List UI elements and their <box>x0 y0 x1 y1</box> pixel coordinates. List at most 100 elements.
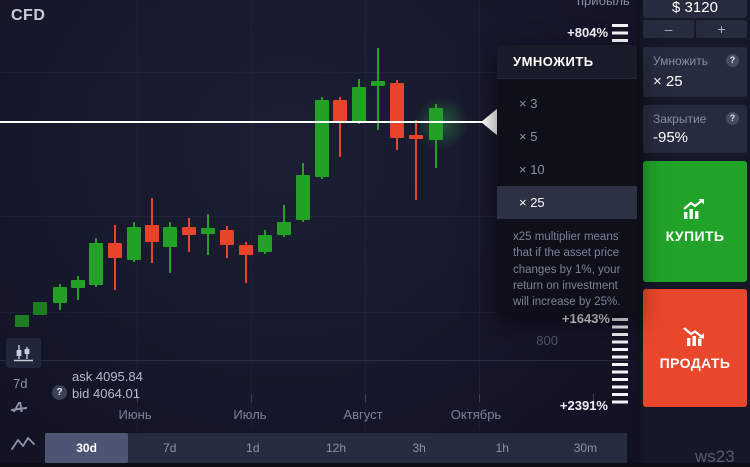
profit-scale-ruler <box>612 318 628 408</box>
timeframe-30m[interactable]: 30m <box>573 441 598 455</box>
gridline-vertical <box>479 0 480 430</box>
candle-body <box>163 227 177 247</box>
axis-tick <box>593 394 594 402</box>
multiplier-dropdown-title: УМНОЖИТЬ <box>497 45 637 79</box>
trend-down-icon <box>683 326 704 346</box>
trade-sidebar: $ 3120 – + Умножить ? × 25 Закрытие ? -9… <box>637 0 750 467</box>
profit-percent-bottom: +2391% <box>559 398 608 413</box>
multiplier-option[interactable]: × 10 <box>519 162 545 177</box>
axis-tick <box>479 394 480 402</box>
investment-amount-field[interactable]: $ 3120 <box>643 0 747 18</box>
candle-wick <box>169 222 171 273</box>
candle-body <box>145 225 159 242</box>
gridline-vertical <box>137 0 138 430</box>
multiplier-dropdown: УМНОЖИТЬ × 3 × 5 × 10 × 25 x25 multiplier m… <box>497 45 637 313</box>
candle-body <box>220 230 234 245</box>
bid-label: bid <box>72 386 90 401</box>
candle-body <box>429 108 443 140</box>
ask-row: ask 4095.84 <box>72 368 143 385</box>
candle-wick <box>207 214 209 255</box>
profit-scale-ruler <box>612 24 628 46</box>
candle-wick <box>188 218 190 252</box>
ask-value: 4095.84 <box>95 369 143 384</box>
candle-body <box>33 302 47 315</box>
candle-body <box>258 235 272 252</box>
candle-body <box>127 227 141 260</box>
candlestick-layer <box>15 48 443 327</box>
question-icon[interactable]: ? <box>726 54 739 67</box>
timeframe-3h[interactable]: 3h <box>412 441 426 455</box>
gridline-vertical <box>365 0 366 430</box>
timeframe-bar: 30d 7d 1d 12h 3h 1h 30m <box>45 433 627 463</box>
month-label: Август <box>343 407 383 422</box>
month-label: Октябрь <box>450 407 502 422</box>
candle-body <box>315 100 329 177</box>
candle-body <box>108 243 122 258</box>
bid-row: bid 4064.01 <box>72 385 143 402</box>
candle-body <box>371 81 385 86</box>
candle-body <box>352 87 366 122</box>
watermark: ws23 <box>695 447 735 466</box>
sell-button[interactable]: ПРОДАТЬ <box>643 289 747 407</box>
candle-body <box>182 227 196 235</box>
chart-type-button[interactable] <box>6 338 41 368</box>
drawing-tool-button[interactable]: A <box>13 399 24 416</box>
multiplier-options-list: × 3 × 5 × 10 × 25 <box>497 79 637 219</box>
candle-body <box>409 135 423 139</box>
candle-body <box>390 83 404 138</box>
timeframe-7d[interactable]: 7d <box>163 441 177 455</box>
axis-tick <box>137 394 138 402</box>
timeframe-12h[interactable]: 12h <box>325 441 346 455</box>
amount-decrease-button[interactable]: – <box>643 20 694 38</box>
auto-close-field[interactable]: Закрытие ? -95% <box>643 105 747 153</box>
question-icon[interactable]: ? <box>726 112 739 125</box>
multiplier-field[interactable]: Умножить ? × 25 <box>643 47 747 97</box>
candle-body <box>71 280 85 288</box>
bid-value: 4064.01 <box>92 386 140 401</box>
amount-increase-button[interactable]: + <box>696 20 747 38</box>
gridline-horizontal <box>0 72 630 73</box>
multiplier-option[interactable]: × 5 <box>519 129 538 144</box>
month-label: Июль <box>233 407 267 422</box>
current-price-line <box>0 121 482 123</box>
candle-body <box>89 243 103 285</box>
multiplier-option[interactable]: × 25 <box>497 186 637 219</box>
line-chart-icon <box>11 437 35 450</box>
instrument-title: CFD <box>11 7 46 24</box>
gridline-vertical <box>251 0 252 430</box>
candle-wick <box>377 48 379 130</box>
candle-wick <box>245 242 247 283</box>
candle-wick <box>415 120 417 200</box>
candle-body <box>239 245 253 255</box>
buy-button-label: КУПИТЬ <box>665 228 725 244</box>
multiplier-value: × 25 <box>653 73 683 90</box>
candle-body <box>333 100 347 122</box>
bottom-divider <box>0 463 750 467</box>
help-icon[interactable]: ? <box>52 385 67 400</box>
axis-tick <box>365 394 366 402</box>
month-label: Июнь <box>118 407 152 422</box>
price-axis-label: 800 <box>536 333 558 348</box>
candle-body <box>201 228 215 234</box>
candle-wick <box>339 97 341 157</box>
profit-axis-label: прибыль <box>577 0 630 8</box>
range-7d-button[interactable]: 7d <box>13 376 28 391</box>
gridline-horizontal <box>0 216 630 217</box>
timeframe-30d[interactable]: 30d <box>45 433 129 463</box>
multiplier-option[interactable]: × 3 <box>519 96 538 111</box>
timeframe-1h[interactable]: 1h <box>495 441 509 455</box>
buy-button[interactable]: КУПИТЬ <box>643 161 747 282</box>
line-chart-type-button[interactable] <box>10 433 36 455</box>
quote-block: ask 4095.84 bid 4064.01 <box>72 368 143 402</box>
trend-up-icon <box>683 199 704 219</box>
ask-label: ask <box>72 369 93 384</box>
candle-body <box>296 175 310 220</box>
candle-body <box>53 287 67 303</box>
gridline-horizontal <box>0 312 630 313</box>
timeframe-1d[interactable]: 1d <box>246 441 260 455</box>
auto-close-label: Закрытие <box>653 112 707 126</box>
amount-stepper: – + <box>643 20 747 38</box>
price-level-gridline <box>0 360 630 361</box>
candle-wick <box>283 205 285 237</box>
candle-wick <box>77 276 79 300</box>
